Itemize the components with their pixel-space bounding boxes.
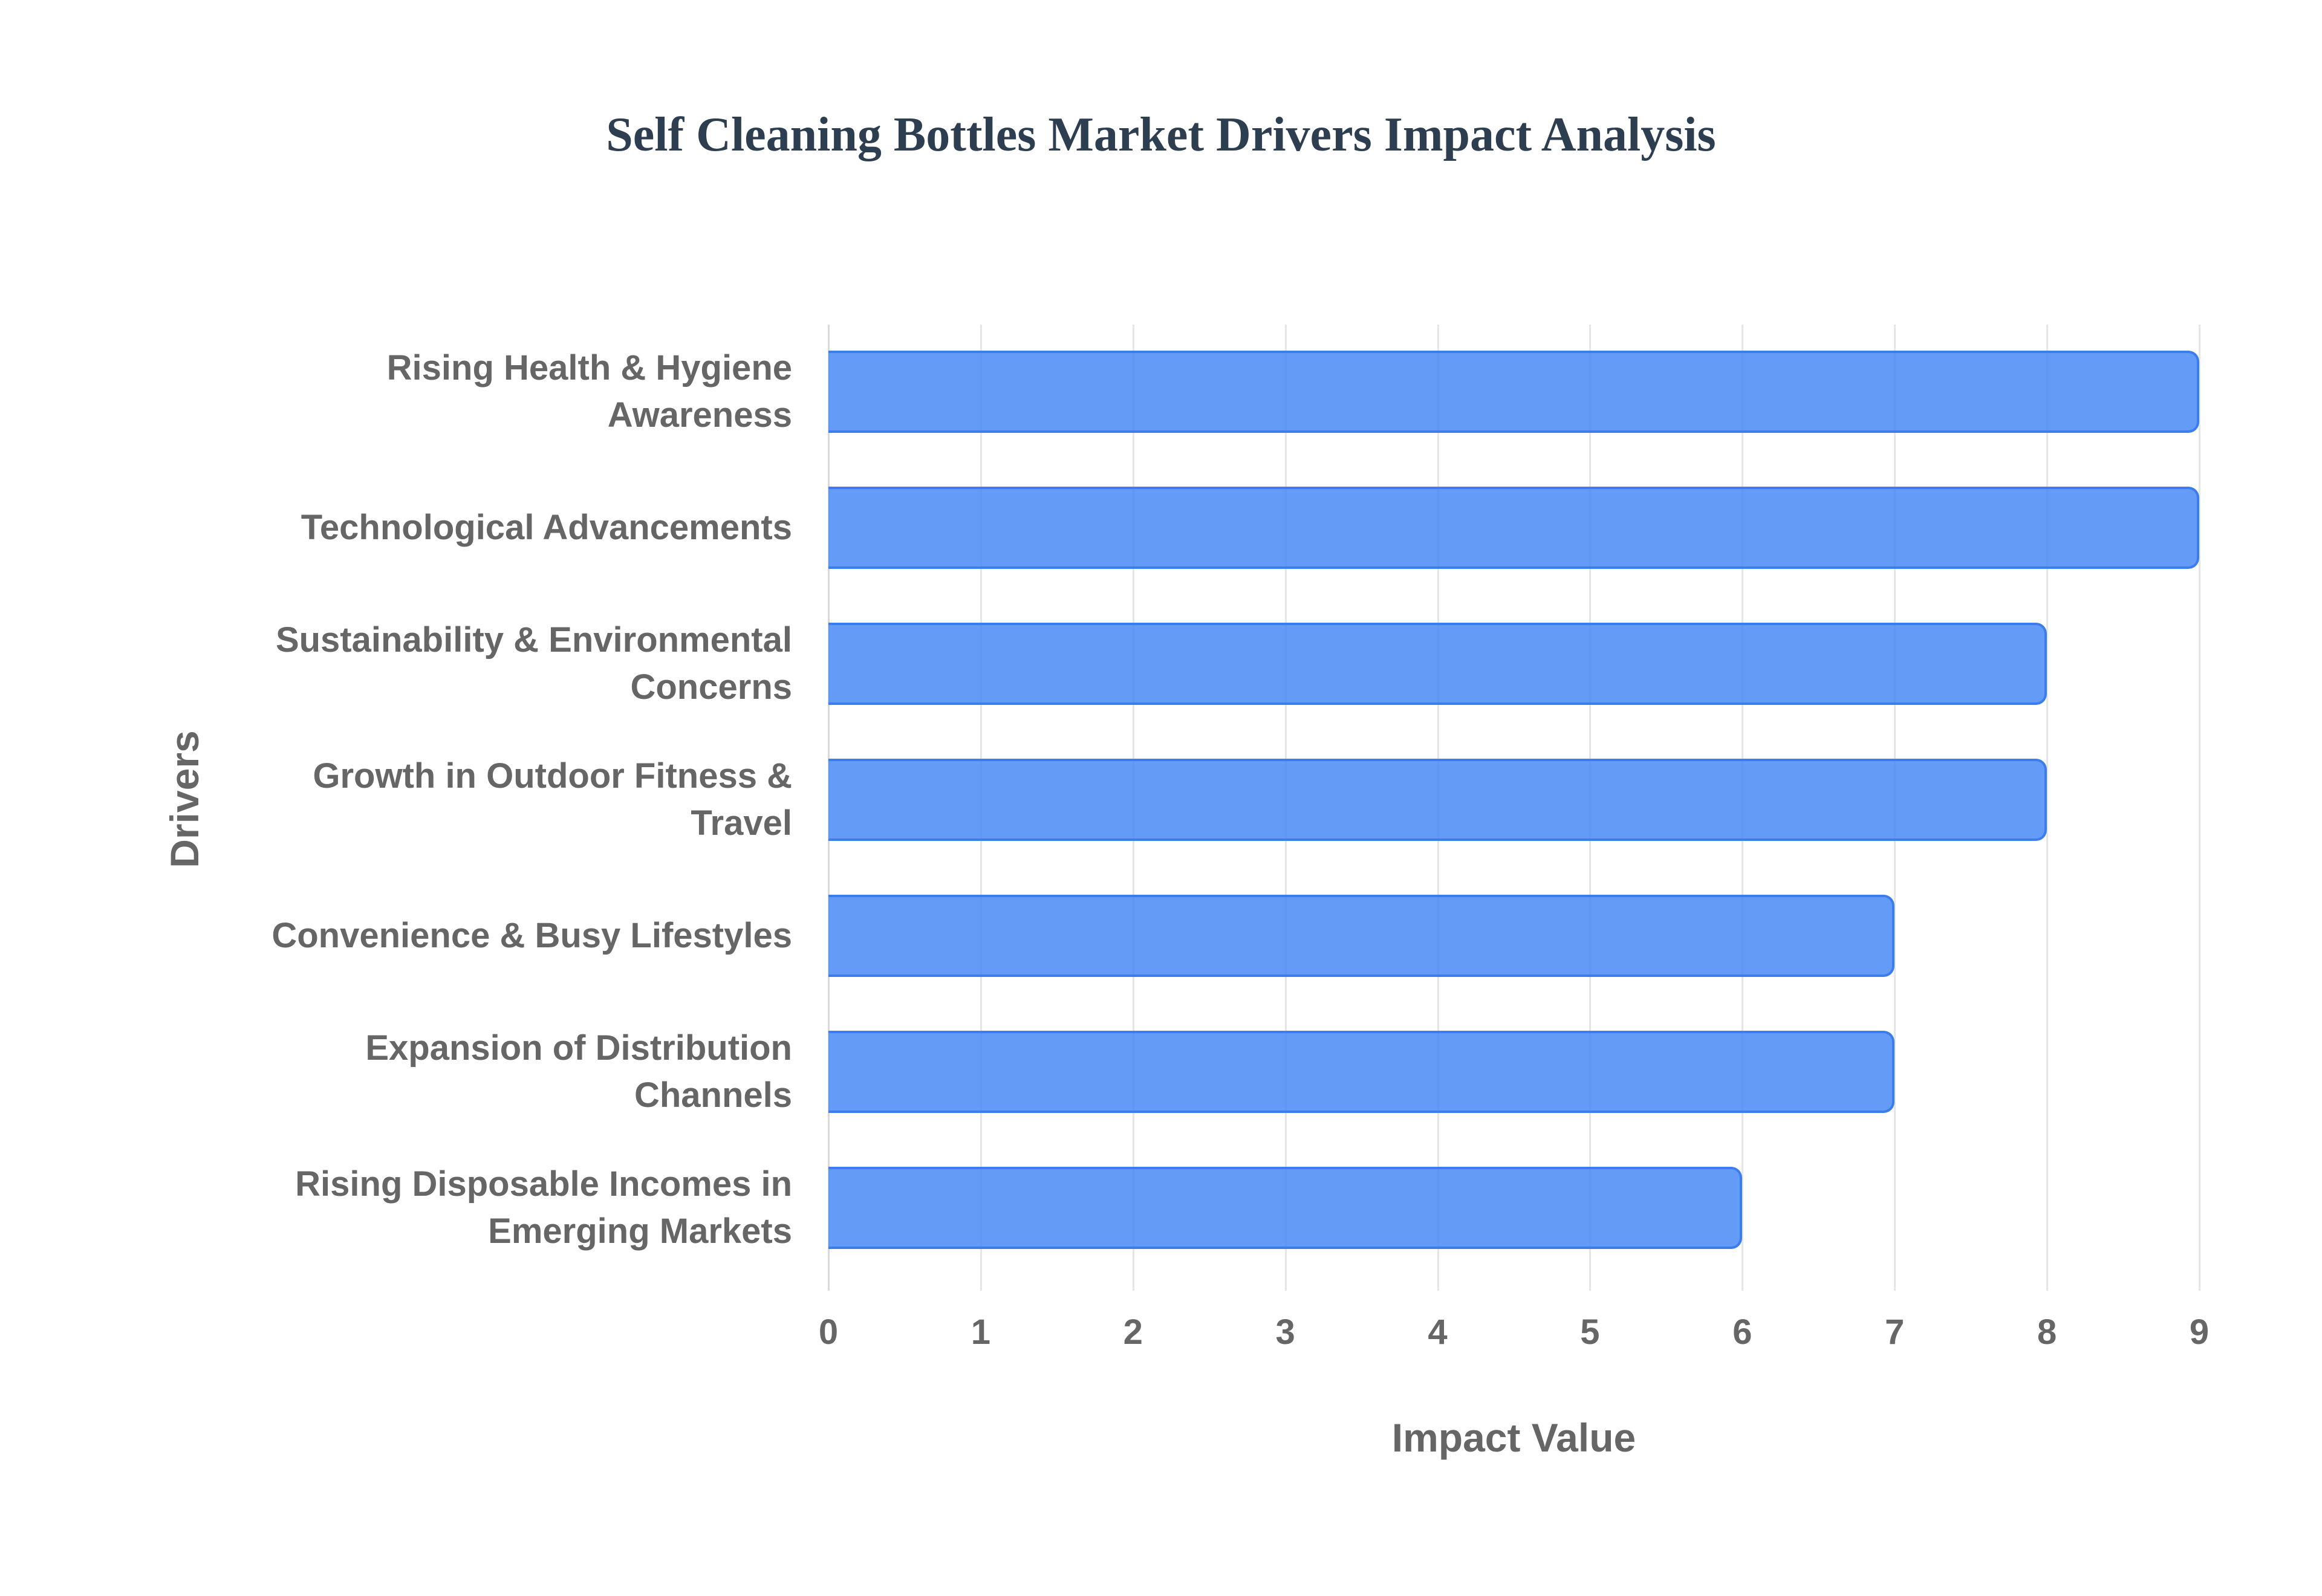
y-axis-label: Growth in Outdoor Fitness & Travel: [187, 753, 792, 847]
label-line: Channels: [634, 1075, 792, 1115]
label-line: Growth in Outdoor Fitness &: [313, 756, 792, 796]
x-tick-label: 2: [1123, 1312, 1143, 1352]
label-line: Convenience & Busy Lifestyles: [272, 916, 792, 955]
x-tick-label: 6: [1732, 1312, 1752, 1352]
bar[interactable]: [828, 759, 2047, 841]
x-tick-label: 0: [818, 1312, 839, 1352]
x-tick-label: 1: [971, 1312, 990, 1352]
x-tick-label: 5: [1580, 1312, 1600, 1352]
x-tick-label: 7: [1885, 1312, 1905, 1352]
x-tick-label: 4: [1428, 1312, 1448, 1352]
y-axis-label: Sustainability & Environmental Concerns: [187, 617, 792, 711]
bar[interactable]: [828, 1031, 1895, 1113]
bar[interactable]: [828, 623, 2047, 705]
label-line: Sustainability & Environmental: [275, 620, 792, 660]
y-axis-label: Expansion of Distribution Channels: [187, 1025, 792, 1119]
x-axis-title: Impact Value: [1391, 1415, 1636, 1460]
label-line: Travel: [691, 803, 792, 843]
y-axis-label: Technological Advancements: [187, 504, 792, 551]
label-line: Rising Health & Hygiene: [386, 348, 792, 388]
bar[interactable]: [828, 487, 2199, 569]
bar[interactable]: [828, 1167, 1743, 1249]
label-line: Expansion of Distribution: [365, 1028, 792, 1068]
y-axis-label: Rising Health & Hygiene Awareness: [187, 345, 792, 439]
chart-title: Self Cleaning Bottles Market Drivers Imp…: [606, 108, 1716, 161]
gridline: [2199, 325, 2200, 1291]
label-line: Emerging Markets: [488, 1212, 792, 1251]
label-line: Concerns: [630, 667, 792, 707]
y-axis-label: Rising Disposable Incomes in Emerging Mar…: [187, 1161, 792, 1255]
label-line: Awareness: [607, 395, 792, 435]
bar[interactable]: [828, 351, 2199, 433]
bar[interactable]: [828, 895, 1895, 977]
label-line: Technological Advancements: [301, 508, 792, 547]
x-tick-label: 9: [2189, 1312, 2210, 1352]
plot-area: [828, 325, 2200, 1291]
x-tick-label: 8: [2037, 1312, 2057, 1352]
gridline: [2046, 325, 2049, 1291]
y-axis-label: Convenience & Busy Lifestyles: [187, 912, 792, 959]
x-tick-label: 3: [1275, 1312, 1295, 1352]
label-line: Rising Disposable Incomes in: [295, 1164, 792, 1204]
